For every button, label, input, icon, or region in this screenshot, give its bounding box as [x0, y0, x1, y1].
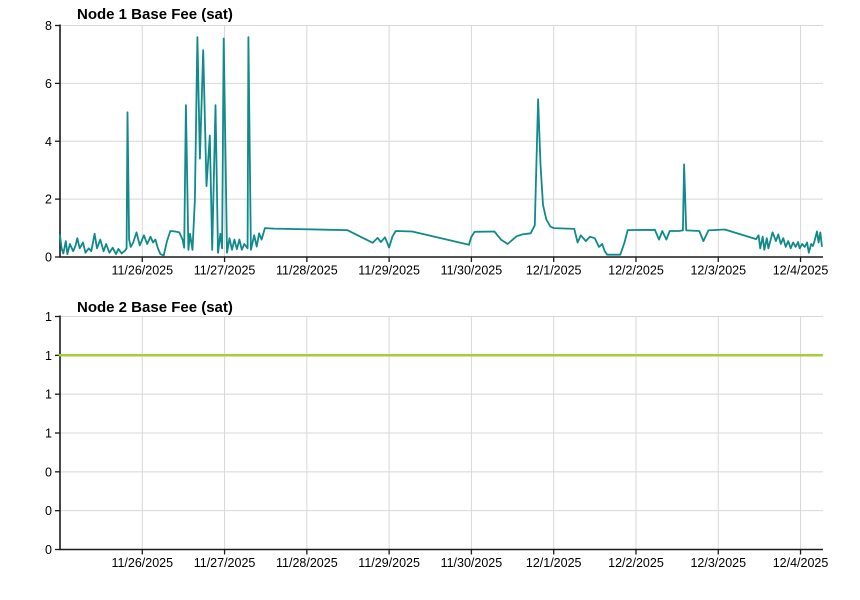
x-tick-label: 11/30/2025 — [441, 264, 503, 278]
y-tick-label: 1 — [45, 310, 52, 324]
chart1-title: Node 1 Base Fee (sat) — [77, 6, 233, 23]
node2-base-fee-plot-area[interactable] — [60, 317, 823, 550]
node1-base-fee-plot-area[interactable] — [60, 26, 823, 258]
x-tick-label: 11/28/2025 — [276, 264, 338, 278]
x-tick-label: 12/1/2025 — [526, 264, 582, 278]
y-tick-label: 1 — [45, 388, 52, 402]
y-tick-label: 0 — [45, 504, 52, 518]
y-tick-label: 0 — [45, 465, 52, 479]
node1-base-fee-line — [59, 36, 823, 257]
y-tick-label: 1 — [45, 427, 52, 441]
x-tick-label: 11/30/2025 — [441, 556, 503, 570]
x-tick-label: 11/26/2025 — [111, 556, 173, 570]
x-tick-label: 12/2/2025 — [608, 556, 664, 570]
x-tick-label: 12/4/2025 — [773, 264, 829, 278]
y-tick-label: 2 — [45, 193, 52, 207]
x-tick-label: 11/29/2025 — [358, 264, 420, 278]
node1-base-fee-chart: Node 1 Base Fee (sat) 11/26/2025 11/27/20… — [45, 6, 829, 278]
chart2-title: Node 2 Base Fee (sat) — [77, 299, 233, 316]
x-tick-label: 12/3/2025 — [690, 556, 746, 570]
x-tick-label: 11/26/2025 — [111, 264, 173, 278]
y-tick-label: 6 — [45, 77, 52, 91]
y-tick-label: 0 — [45, 251, 52, 265]
x-tick-label: 11/27/2025 — [194, 556, 256, 570]
x-tick-label: 12/3/2025 — [690, 264, 746, 278]
x-tick-label: 11/29/2025 — [358, 556, 420, 570]
x-tick-label: 12/4/2025 — [773, 556, 829, 570]
y-tick-label: 4 — [45, 135, 52, 149]
x-tick-label: 12/1/2025 — [526, 556, 582, 570]
x-tick-label: 12/2/2025 — [608, 264, 664, 278]
x-tick-label: 11/27/2025 — [194, 264, 256, 278]
x-tick-label: 11/28/2025 — [276, 556, 338, 570]
y-tick-label: 1 — [45, 349, 52, 363]
node2-base-fee-chart: Node 2 Base Fee (sat) 11/26/2025 11/27/20… — [45, 299, 829, 570]
y-tick-label: 8 — [45, 19, 52, 33]
y-tick-label: 0 — [45, 543, 52, 557]
